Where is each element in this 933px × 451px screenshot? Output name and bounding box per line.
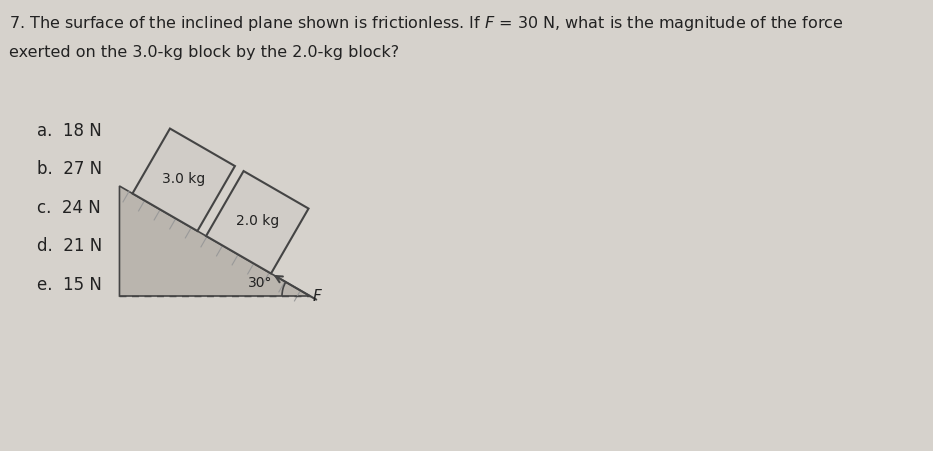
Text: 3.0 kg: 3.0 kg: [162, 171, 205, 185]
Polygon shape: [206, 172, 309, 274]
Text: 2.0 kg: 2.0 kg: [236, 214, 279, 228]
Text: a.  18 N: a. 18 N: [37, 122, 102, 140]
Text: 30°: 30°: [248, 276, 272, 290]
Text: 7. The surface of the inclined plane shown is frictionless. If $F$ = 30 N, what : 7. The surface of the inclined plane sho…: [9, 14, 844, 32]
Text: e.  15 N: e. 15 N: [37, 275, 103, 293]
Text: b.  27 N: b. 27 N: [37, 160, 103, 178]
Polygon shape: [132, 129, 235, 231]
Text: c.  24 N: c. 24 N: [37, 198, 101, 216]
Text: F: F: [313, 288, 322, 303]
Text: d.  21 N: d. 21 N: [37, 237, 103, 255]
Polygon shape: [119, 187, 310, 296]
Text: exerted on the 3.0-kg block by the 2.0-kg block?: exerted on the 3.0-kg block by the 2.0-k…: [9, 45, 399, 60]
